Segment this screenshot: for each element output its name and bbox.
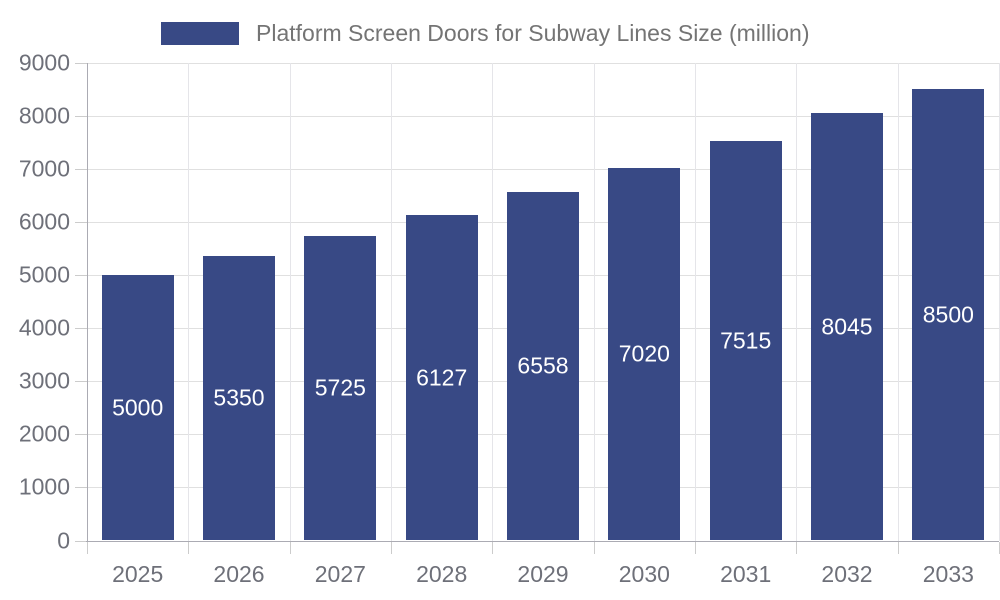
legend-label: Platform Screen Doors for Subway Lines S… [256,20,810,46]
y-tick-label: 5000 [18,261,70,288]
bar-value-label: 7515 [720,327,772,354]
x-axis-tick [492,541,494,554]
x-tick-label: 2031 [720,561,772,587]
bar-value-label: 8500 [922,301,974,328]
y-axis-tick [75,62,87,64]
bar-value-label: 6558 [517,352,569,379]
y-axis-tick [75,434,87,436]
bar-value-label: 5000 [112,394,164,421]
y-tick-label: 9000 [18,49,70,75]
legend-item[interactable]: Platform Screen Doors for Subway Lines S… [161,20,809,48]
bar[interactable] [709,141,782,541]
x-tick-label: 2032 [821,561,873,587]
gridline-x [593,62,595,541]
y-tick-label: 3000 [18,367,70,394]
bar-value-label: 5725 [314,374,366,401]
x-tick-label: 2025 [112,561,164,587]
x-axis-tick [289,541,291,554]
bar-value-label: 6127 [416,364,468,391]
y-axis-tick [75,168,87,170]
bar[interactable] [507,192,579,541]
x-axis-tick [897,541,899,554]
y-axis-tick [75,328,87,330]
x-tick-label: 2027 [314,561,366,587]
y-axis-tick [75,540,87,542]
x-tick-label: 2030 [618,561,670,587]
legend-swatch [161,22,239,46]
y-axis-tick [75,487,87,489]
bar[interactable] [811,113,883,541]
x-axis-tick [391,541,392,554]
y-tick-label: 8000 [18,102,70,129]
x-tick-label: 2029 [517,561,569,587]
bar[interactable] [203,256,275,541]
gridline-y [87,115,999,117]
gridline-x [897,62,899,541]
x-axis-tick [188,541,190,554]
gridline-x [796,62,798,541]
gridline-y [87,62,999,64]
x-tick-label: 2028 [416,561,468,587]
gridline-x [695,62,696,541]
gridline-y [87,168,999,170]
y-axis-tick [75,381,87,383]
x-tick-label: 2026 [213,561,265,587]
y-tick-label: 4000 [18,314,70,341]
y-tick-label: 7000 [18,155,70,182]
x-tick-label: 2033 [922,561,974,587]
y-tick-label: 0 [57,527,70,553]
x-axis-tick [695,541,696,554]
gridline-x [188,62,190,541]
bar-value-label: 5350 [213,384,265,411]
gridline-x [289,62,291,541]
y-tick-label: 1000 [18,473,70,500]
y-axis-line [87,62,88,541]
y-axis-tick [75,274,87,276]
bar[interactable] [912,89,985,541]
x-axis-tick [796,541,798,554]
y-axis-tick [75,221,87,223]
x-axis-tick [87,541,88,554]
y-tick-label: 2000 [18,420,70,447]
y-axis-tick [75,115,87,117]
y-tick-label: 6000 [18,208,70,235]
bar[interactable] [608,167,681,541]
bar[interactable] [101,274,174,541]
gridline-x [492,62,494,541]
bar-value-label: 7020 [618,340,670,367]
bar-value-label: 8045 [821,313,873,340]
x-axis-tick [593,541,595,554]
bar[interactable] [405,215,478,541]
x-axis-line [86,540,999,542]
bar[interactable] [304,236,377,541]
gridline-x [391,62,392,541]
